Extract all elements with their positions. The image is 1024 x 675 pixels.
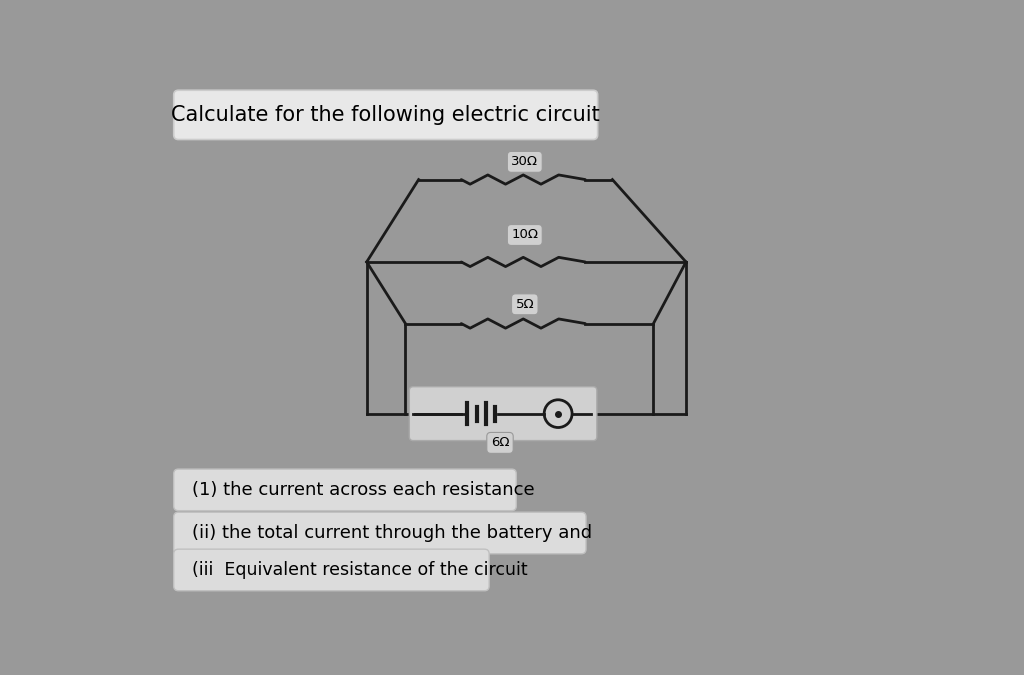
Text: 10Ω: 10Ω [511,229,539,242]
FancyBboxPatch shape [174,90,598,140]
Text: (iii  Equivalent resistance of the circuit: (iii Equivalent resistance of the circui… [193,561,528,579]
Text: 6Ω: 6Ω [490,437,509,450]
FancyBboxPatch shape [174,512,586,554]
Text: (ii) the total current through the battery and: (ii) the total current through the batte… [193,524,593,542]
FancyBboxPatch shape [174,469,516,511]
FancyBboxPatch shape [174,549,489,591]
Text: (1) the current across each resistance: (1) the current across each resistance [193,481,535,499]
FancyBboxPatch shape [410,387,597,441]
Text: Calculate for the following electric circuit: Calculate for the following electric cir… [171,105,600,125]
Text: 5Ω: 5Ω [515,298,535,310]
Text: 30Ω: 30Ω [511,155,539,168]
